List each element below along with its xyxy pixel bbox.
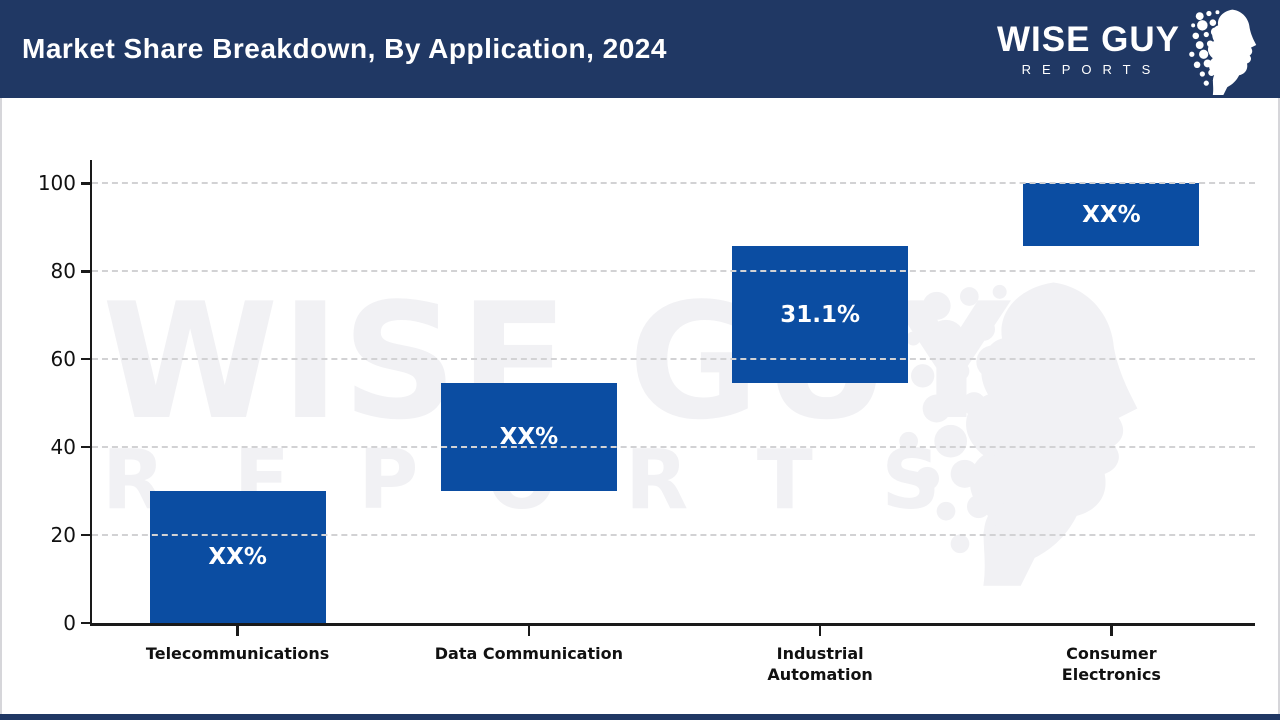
x-category-label-line: Automation bbox=[767, 664, 873, 684]
header-band: Market Share Breakdown, By Application, … bbox=[0, 0, 1280, 98]
x-tick-mark bbox=[818, 626, 822, 636]
y-tick-mark bbox=[81, 270, 90, 273]
gridline bbox=[92, 446, 1255, 449]
y-tick-mark bbox=[81, 357, 90, 361]
bar-value-label: 31.1% bbox=[780, 301, 861, 328]
waterfall-bar: XX% bbox=[149, 491, 326, 623]
y-tick-label: 60 bbox=[50, 347, 76, 372]
x-category-label-line: Industrial bbox=[776, 644, 864, 663]
y-tick-label: 0 bbox=[63, 611, 76, 635]
footer-band bbox=[0, 714, 1280, 720]
y-tick-label: 80 bbox=[50, 259, 76, 284]
bar-value-label: XX% bbox=[208, 544, 267, 571]
logo-text: WISE GUY REPORTS bbox=[997, 22, 1180, 77]
x-category-label-line: Data Communication bbox=[434, 644, 623, 663]
y-tick-mark bbox=[81, 621, 90, 625]
x-category-label-line: Consumer bbox=[1066, 644, 1157, 663]
waterfall-bar: XX% bbox=[440, 382, 617, 492]
x-category-label: Telecommunications bbox=[146, 644, 329, 665]
gridline bbox=[92, 358, 1255, 361]
wiseguy-face-logo-icon bbox=[1182, 3, 1270, 95]
plot-area: XX% Telecommunications XX% Data Communicati… bbox=[38, 160, 1255, 684]
x-category-label-line: Electronics bbox=[1061, 664, 1161, 684]
waterfall-bar: 31.1% bbox=[732, 246, 909, 383]
y-tick-label: 20 bbox=[50, 523, 76, 548]
x-tick-mark bbox=[236, 626, 239, 636]
x-category-label: Consumer Electronics bbox=[1062, 644, 1161, 686]
x-category-label: Industrial Automation bbox=[767, 644, 872, 686]
y-tick-label: 100 bbox=[37, 171, 76, 196]
page-title: Market Share Breakdown, By Application, … bbox=[22, 33, 667, 64]
x-category-label: Data Communication bbox=[435, 644, 623, 665]
x-tick-mark bbox=[1110, 626, 1113, 636]
y-tick-label: 40 bbox=[50, 435, 76, 460]
waterfall-bar: XX% bbox=[1023, 183, 1200, 247]
y-tick-mark bbox=[81, 445, 90, 449]
logo-wordmark: WISE GUY bbox=[996, 19, 1180, 59]
bar-value-label: XX% bbox=[499, 424, 559, 451]
y-tick-mark bbox=[81, 182, 90, 185]
chart-panel: WISE GUY R E P O R T S XX%Telecommunicat… bbox=[0, 98, 1280, 714]
gridline bbox=[92, 270, 1255, 273]
gridline bbox=[92, 182, 1255, 185]
x-category-label-line: Telecommunications bbox=[145, 644, 330, 663]
wiseguy-logo: WISE GUY REPORTS bbox=[997, 3, 1280, 95]
gridline bbox=[92, 534, 1255, 537]
logo-subtext: REPORTS bbox=[1021, 61, 1162, 77]
x-tick-mark bbox=[527, 626, 531, 636]
y-tick-mark bbox=[81, 533, 90, 537]
bar-value-label: XX% bbox=[1082, 201, 1141, 228]
